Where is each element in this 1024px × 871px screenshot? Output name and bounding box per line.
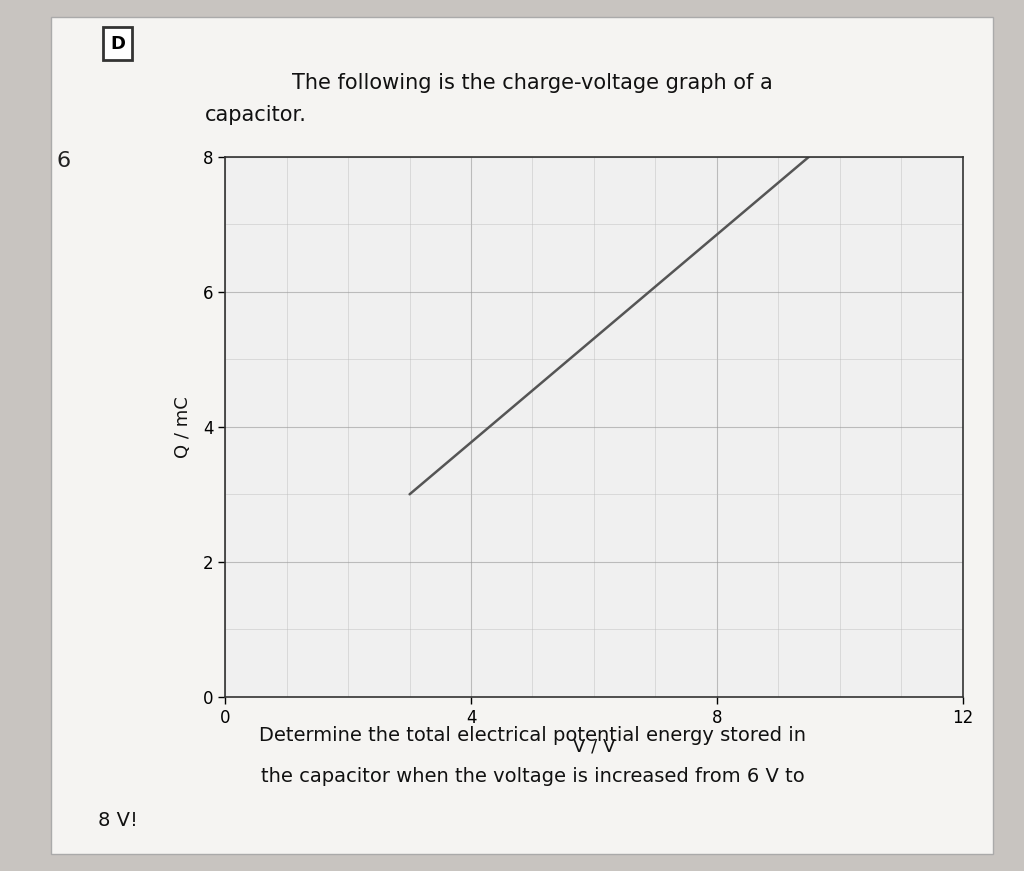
X-axis label: V / V: V / V [572,738,615,756]
Text: 6: 6 [56,152,71,171]
Text: D: D [111,35,125,52]
Text: Determine the total electrical potential energy stored in: Determine the total electrical potential… [259,726,806,746]
Text: 8 V!: 8 V! [98,811,137,830]
Y-axis label: Q / mC: Q / mC [174,396,191,457]
Text: the capacitor when the voltage is increased from 6 V to: the capacitor when the voltage is increa… [260,767,805,787]
Text: capacitor.: capacitor. [205,105,307,125]
Text: The following is the charge-voltage graph of a: The following is the charge-voltage grap… [292,73,773,92]
